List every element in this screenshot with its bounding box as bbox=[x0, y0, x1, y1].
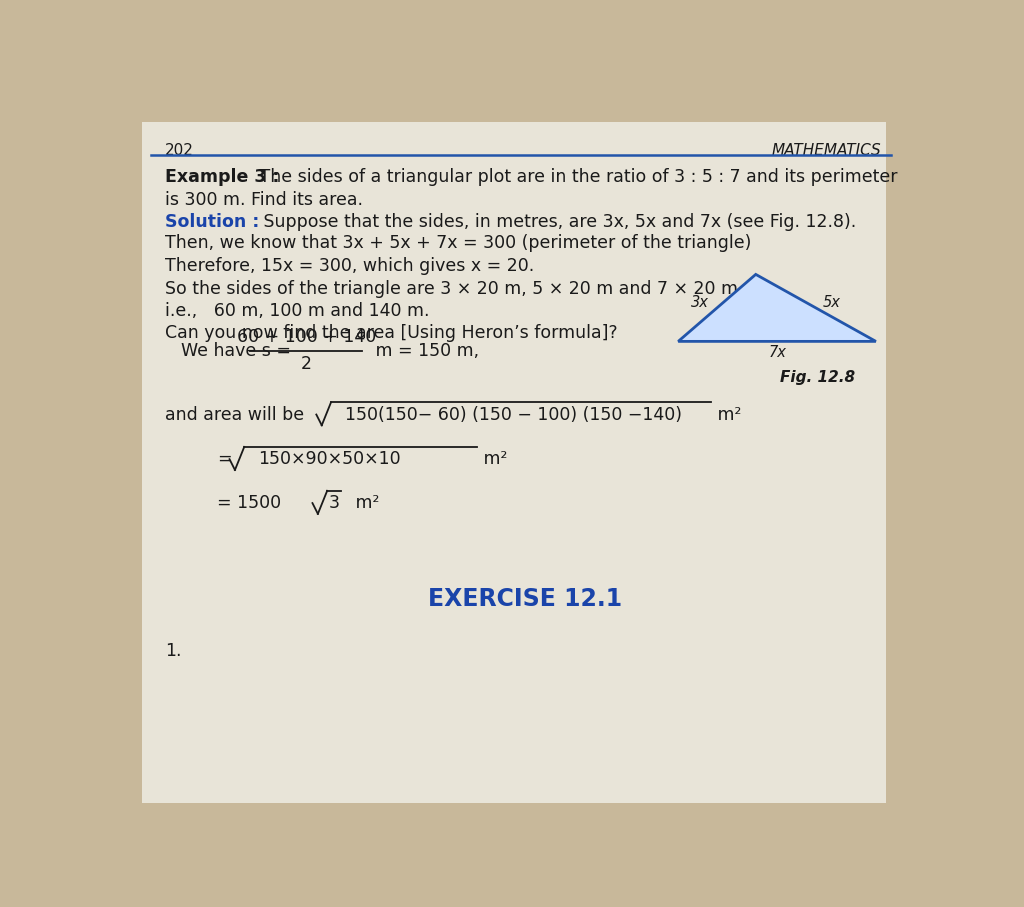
Text: i.e.,   60 m, 100 m and 140 m.: i.e., 60 m, 100 m and 140 m. bbox=[165, 302, 430, 320]
Text: m²: m² bbox=[350, 494, 380, 512]
FancyBboxPatch shape bbox=[142, 122, 886, 804]
Text: EXERCISE 12.1: EXERCISE 12.1 bbox=[428, 588, 622, 611]
Text: m²: m² bbox=[713, 405, 741, 424]
Text: The sides of a triangular plot are in the ratio of 3 : 5 : 7 and its perimeter: The sides of a triangular plot are in th… bbox=[254, 168, 897, 186]
Text: Suppose that the sides, in metres, are 3x, 5x and 7x (see Fig. 12.8).: Suppose that the sides, in metres, are 3… bbox=[258, 213, 856, 230]
Text: Example 3 :: Example 3 : bbox=[165, 168, 280, 186]
Text: 3x: 3x bbox=[691, 295, 709, 309]
Text: 5x: 5x bbox=[822, 295, 841, 309]
Text: We have s =: We have s = bbox=[180, 342, 296, 359]
Text: = 1500: = 1500 bbox=[217, 494, 282, 512]
Text: 150(150− 60) (150 − 100) (150 −140): 150(150− 60) (150 − 100) (150 −140) bbox=[345, 405, 682, 424]
Text: MATHEMATICS: MATHEMATICS bbox=[772, 143, 882, 159]
Text: Fig. 12.8: Fig. 12.8 bbox=[780, 370, 855, 385]
Text: is 300 m. Find its area.: is 300 m. Find its area. bbox=[165, 191, 364, 210]
Text: Solution :: Solution : bbox=[165, 213, 259, 230]
Text: m = 150 m,: m = 150 m, bbox=[370, 342, 479, 359]
Text: Then, we know that 3x + 5x + 7x = 300 (perimeter of the triangle): Then, we know that 3x + 5x + 7x = 300 (p… bbox=[165, 234, 752, 252]
Text: So the sides of the triangle are 3 × 20 m, 5 × 20 m and 7 × 20 m: So the sides of the triangle are 3 × 20 … bbox=[165, 279, 738, 297]
Text: Therefore, 15x = 300, which gives x = 20.: Therefore, 15x = 300, which gives x = 20… bbox=[165, 258, 535, 276]
Text: and area will be: and area will be bbox=[165, 405, 304, 424]
Text: Can you now find the area [Using Heron’s formula]?: Can you now find the area [Using Heron’s… bbox=[165, 325, 617, 343]
Text: 1.: 1. bbox=[165, 641, 181, 659]
Text: 150×90×50×10: 150×90×50×10 bbox=[258, 450, 400, 468]
Text: =: = bbox=[217, 450, 231, 468]
Text: 3: 3 bbox=[329, 494, 340, 512]
Text: 60 + 100 + 140: 60 + 100 + 140 bbox=[237, 327, 376, 346]
Text: m²: m² bbox=[478, 450, 508, 468]
Text: 7x: 7x bbox=[769, 346, 786, 360]
Text: 2: 2 bbox=[301, 355, 311, 373]
Polygon shape bbox=[678, 275, 876, 341]
Text: 202: 202 bbox=[165, 143, 195, 159]
